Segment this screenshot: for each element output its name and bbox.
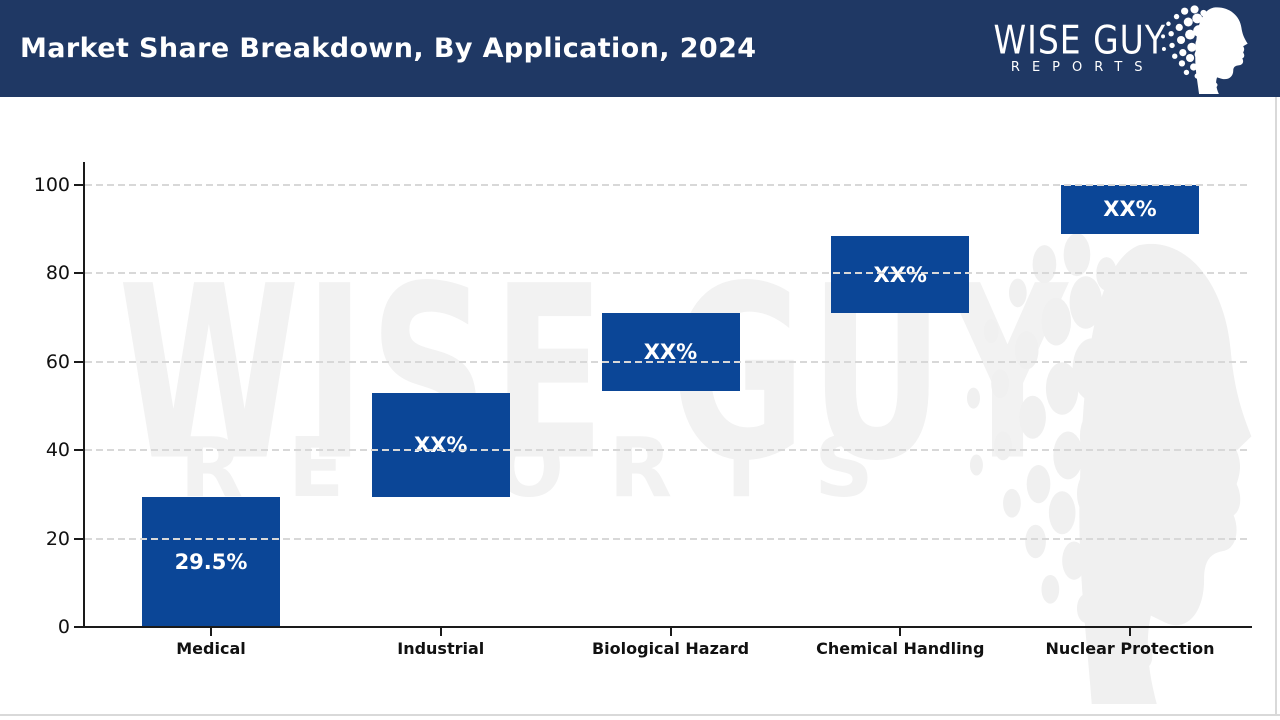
watermark-subtitle-text: REPORTS — [180, 421, 919, 516]
x-tick — [439, 627, 442, 636]
head-profile-dots-icon — [1161, 4, 1248, 94]
x-axis-category-label: Nuclear Protection — [1045, 639, 1215, 658]
y-tick — [74, 537, 83, 540]
brand-logo: WISE GUY REPORTS — [993, 4, 1256, 94]
gridline — [85, 272, 1250, 275]
x-tick — [1129, 627, 1131, 636]
chart-title: Market Share Breakdown, By Application, … — [20, 33, 757, 64]
bar-industrial: XX% — [371, 392, 510, 497]
y-tick-label: 80 — [45, 262, 70, 285]
bar-value-label: 29.5% — [174, 549, 248, 574]
frame-border-bottom — [0, 714, 1280, 716]
y-axis — [83, 162, 85, 628]
y-tick-label: 0 — [57, 616, 70, 638]
bar-biological-hazard: XX% — [601, 313, 740, 391]
header-bar: Market Share Breakdown, By Application, … — [0, 0, 1280, 97]
y-tick-label: 60 — [45, 350, 70, 373]
brand-name: WISE GUY — [993, 15, 1166, 63]
y-tick — [74, 626, 83, 628]
gridline — [85, 449, 1250, 452]
y-tick — [74, 449, 83, 452]
frame-border-right — [1275, 97, 1277, 716]
y-tick-label: 100 — [33, 174, 70, 196]
bar-value-label: XX% — [873, 262, 927, 287]
y-tick-label: 20 — [45, 527, 70, 550]
y-tick — [74, 360, 83, 363]
x-axis-category-label: Medical — [176, 639, 246, 658]
x-axis-category-label: Industrial — [397, 639, 485, 658]
bar-value-label: XX% — [414, 432, 468, 457]
gridline — [85, 184, 1250, 186]
gridline — [85, 360, 1250, 363]
x-axis — [83, 626, 1252, 628]
brand-logo-text: WISE GUY REPORTS — [993, 19, 1166, 75]
bar-chemical-handling: XX% — [831, 235, 970, 314]
x-tick — [899, 627, 902, 636]
x-axis-category-label: Biological Hazard — [591, 639, 750, 658]
brand-subtitle: REPORTS — [1010, 59, 1155, 75]
bar-nuclear-protection: XX% — [1061, 185, 1199, 234]
bar-medical: 29.5% — [142, 496, 280, 627]
y-tick-label: 40 — [45, 439, 70, 462]
gridline — [85, 537, 1250, 540]
y-tick — [74, 184, 83, 186]
bar-value-label: XX% — [1103, 197, 1157, 222]
x-tick — [210, 627, 212, 636]
x-tick — [669, 627, 672, 636]
watermark-head-profile-icon — [966, 233, 1252, 704]
x-axis-category-label: Chemical Handling — [816, 639, 985, 658]
bar-value-label: XX% — [643, 339, 698, 364]
y-tick — [74, 272, 83, 275]
